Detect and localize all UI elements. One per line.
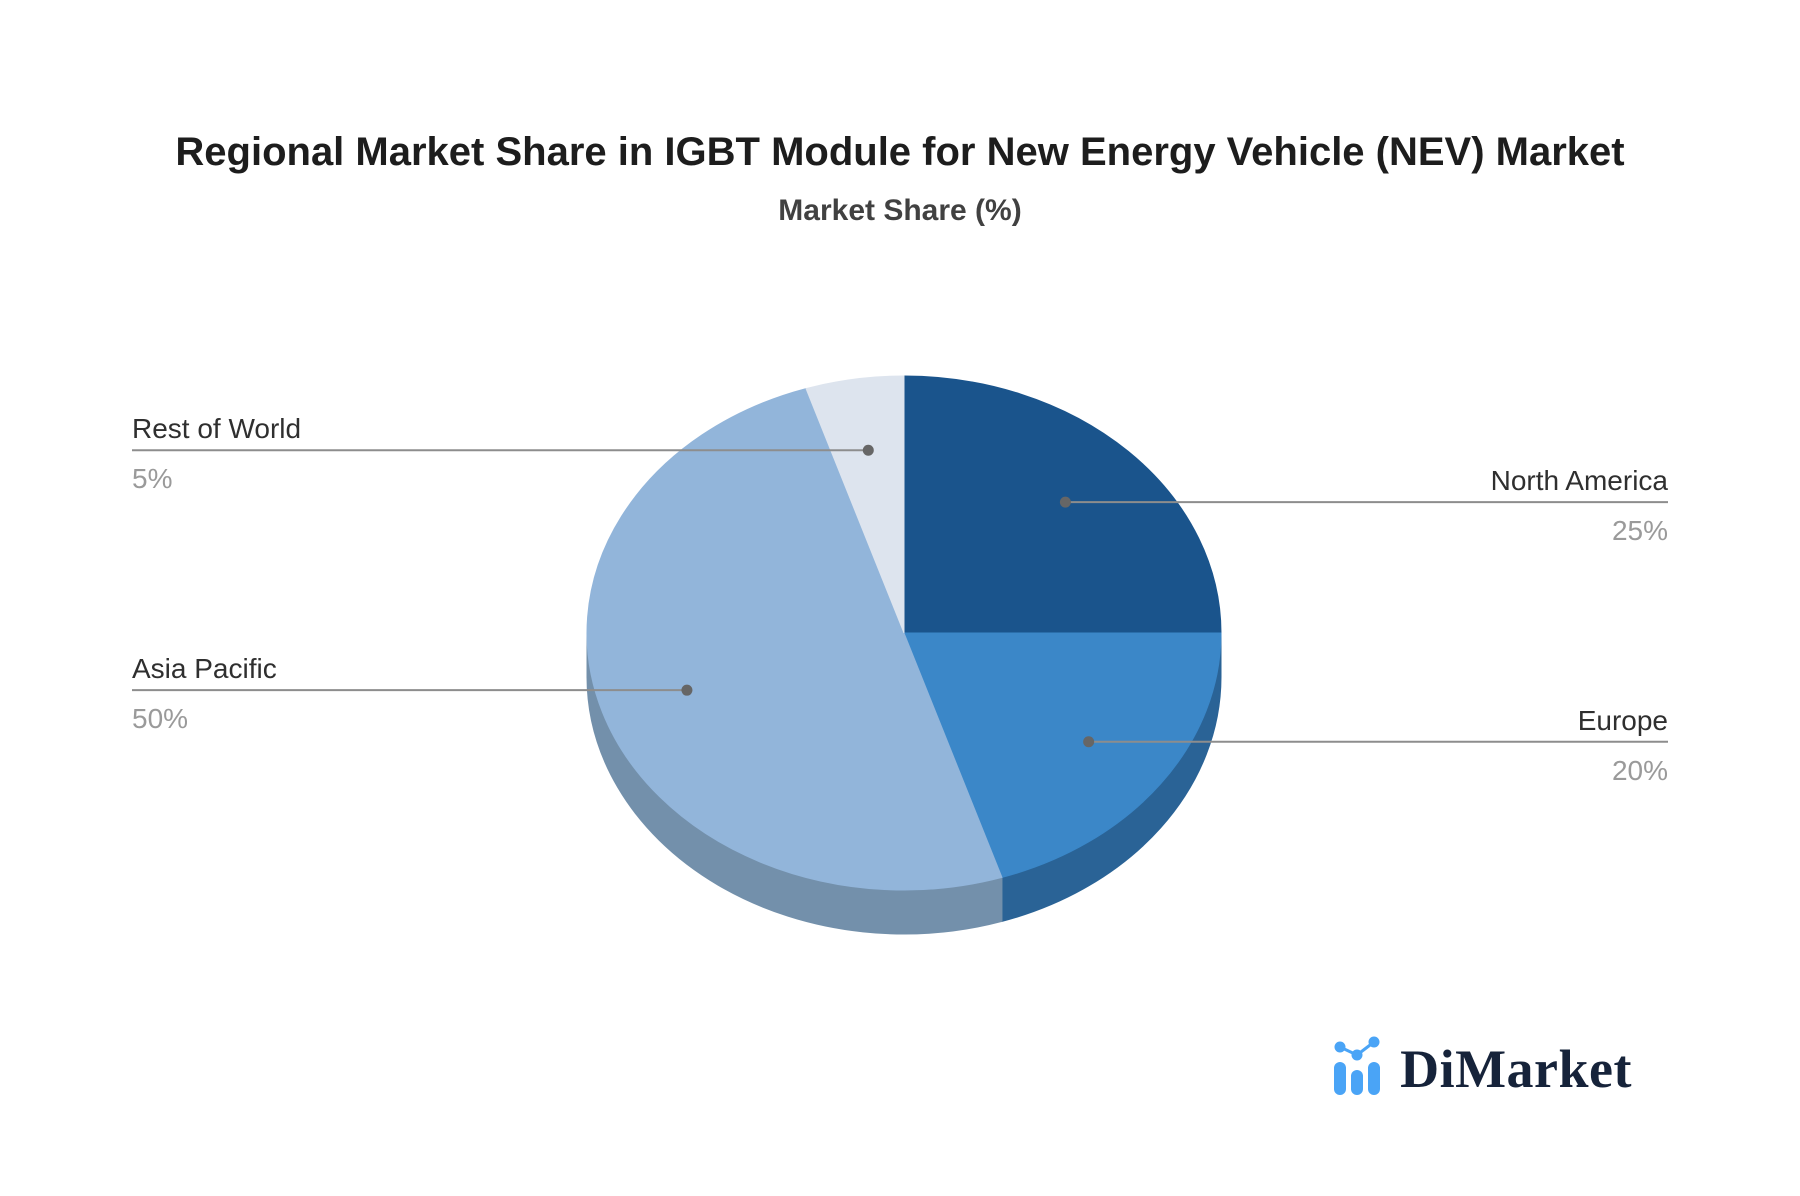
slice-pct-europe: 20% bbox=[1612, 755, 1668, 786]
slice-label-europe: Europe bbox=[1578, 705, 1668, 736]
pie-slice-europe[interactable] bbox=[903, 632, 1222, 879]
slice-label-rest-of-world: Rest of World bbox=[132, 413, 301, 444]
slice-pct-north-america: 25% bbox=[1612, 515, 1668, 546]
bar-line-chart-icon bbox=[1334, 1036, 1381, 1095]
brand-logo-text: DiMarket bbox=[1400, 1039, 1632, 1099]
connector-dot-rest-of-world bbox=[862, 444, 874, 456]
connector-dot-north-america bbox=[1059, 496, 1071, 508]
connector-dot-europe bbox=[1083, 736, 1095, 748]
chart-title: Regional Market Share in IGBT Module for… bbox=[175, 130, 1625, 174]
slice-pct-rest-of-world: 5% bbox=[132, 463, 172, 494]
slice-label-asia-pacific: Asia Pacific bbox=[132, 653, 277, 684]
slice-label-north-america: North America bbox=[1491, 465, 1669, 496]
brand-logo: DiMarket bbox=[1332, 1036, 1632, 1096]
pie-slice-rest-of-world[interactable] bbox=[805, 375, 905, 634]
chart-subtitle: Market Share (%) bbox=[778, 194, 1022, 227]
connector-dot-asia-pacific bbox=[681, 684, 693, 696]
slice-pct-asia-pacific: 50% bbox=[132, 703, 188, 734]
